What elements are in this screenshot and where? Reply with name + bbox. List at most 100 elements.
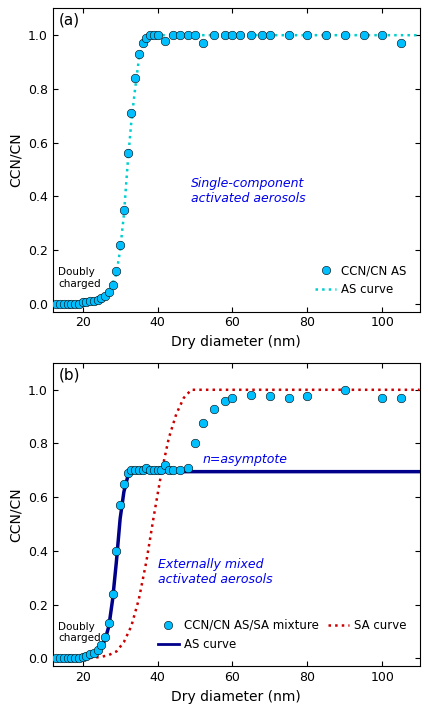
Point: [94, 294, 101, 305]
X-axis label: Dry diameter (nm): Dry diameter (nm): [171, 690, 301, 703]
Point: [267, 29, 273, 41]
Text: Externally mixed
activated aerosols: Externally mixed activated aerosols: [158, 558, 272, 586]
Point: [79, 297, 86, 308]
Text: n=asymptote: n=asymptote: [202, 454, 288, 466]
Text: (b): (b): [58, 367, 80, 382]
Point: [210, 403, 217, 414]
Point: [132, 465, 139, 476]
Point: [267, 391, 273, 402]
Point: [323, 29, 330, 41]
Point: [199, 38, 206, 49]
Point: [105, 286, 112, 297]
Point: [83, 297, 90, 308]
Point: [192, 29, 199, 41]
Point: [139, 465, 146, 476]
Point: [98, 293, 105, 304]
Point: [72, 298, 79, 309]
Point: [109, 588, 116, 600]
Point: [150, 29, 157, 41]
Point: [57, 652, 64, 664]
Point: [75, 298, 82, 309]
Point: [248, 29, 255, 41]
Point: [184, 462, 191, 473]
Point: [237, 29, 244, 41]
Point: [360, 29, 367, 41]
Point: [248, 389, 255, 401]
Point: [342, 29, 348, 41]
Point: [177, 465, 184, 476]
Point: [117, 500, 124, 511]
Point: [120, 478, 127, 489]
Point: [113, 266, 120, 277]
Text: (a): (a): [58, 13, 79, 28]
Point: [102, 631, 109, 642]
Point: [53, 298, 60, 309]
Point: [398, 38, 404, 49]
Point: [143, 32, 150, 43]
Point: [109, 279, 116, 290]
Point: [143, 462, 150, 473]
Point: [64, 298, 71, 309]
Legend: CCN/CN AS, AS curve: CCN/CN AS, AS curve: [312, 261, 410, 300]
Point: [60, 298, 67, 309]
X-axis label: Dry diameter (nm): Dry diameter (nm): [171, 335, 301, 349]
Point: [79, 651, 86, 663]
Point: [285, 392, 292, 404]
Point: [398, 392, 404, 404]
Point: [57, 298, 64, 309]
Point: [147, 29, 154, 41]
Point: [379, 392, 386, 404]
Point: [229, 392, 236, 404]
Point: [53, 652, 60, 664]
Point: [102, 290, 109, 301]
Text: Doubly
charged: Doubly charged: [58, 267, 101, 289]
Point: [90, 295, 97, 307]
Point: [117, 239, 124, 250]
Point: [128, 108, 135, 119]
Text: Single-component
activated aerosols: Single-component activated aerosols: [191, 177, 306, 205]
Point: [150, 465, 157, 476]
Point: [229, 29, 236, 41]
Point: [162, 459, 169, 471]
Point: [154, 29, 161, 41]
Point: [87, 295, 94, 307]
Point: [304, 391, 311, 402]
Point: [285, 29, 292, 41]
Point: [147, 465, 154, 476]
Point: [259, 29, 266, 41]
Point: [184, 29, 191, 41]
Point: [379, 29, 386, 41]
Point: [132, 73, 139, 84]
Point: [124, 147, 131, 159]
Point: [98, 639, 105, 651]
Point: [75, 652, 82, 664]
Point: [162, 35, 169, 46]
Point: [135, 465, 142, 476]
Point: [113, 545, 120, 557]
Point: [68, 298, 75, 309]
Point: [210, 29, 217, 41]
Legend: CCN/CN AS/SA mixture, AS curve, SA curve: CCN/CN AS/SA mixture, AS curve, SA curve: [154, 615, 410, 654]
Point: [177, 29, 184, 41]
Point: [68, 652, 75, 664]
Point: [222, 395, 229, 407]
Point: [154, 465, 161, 476]
Point: [64, 652, 71, 664]
Point: [165, 465, 172, 476]
Point: [60, 652, 67, 664]
Point: [158, 465, 165, 476]
Point: [135, 48, 142, 60]
Point: [105, 617, 112, 629]
Point: [83, 650, 90, 661]
Point: [139, 38, 146, 49]
Y-axis label: CCN/CN: CCN/CN: [8, 487, 22, 542]
Point: [192, 438, 199, 449]
Point: [120, 204, 127, 215]
Point: [90, 647, 97, 659]
Point: [169, 29, 176, 41]
Text: Doubly
charged: Doubly charged: [58, 622, 101, 644]
Y-axis label: CCN/CN: CCN/CN: [8, 132, 22, 187]
Point: [72, 652, 79, 664]
Point: [342, 384, 348, 395]
Point: [304, 29, 311, 41]
